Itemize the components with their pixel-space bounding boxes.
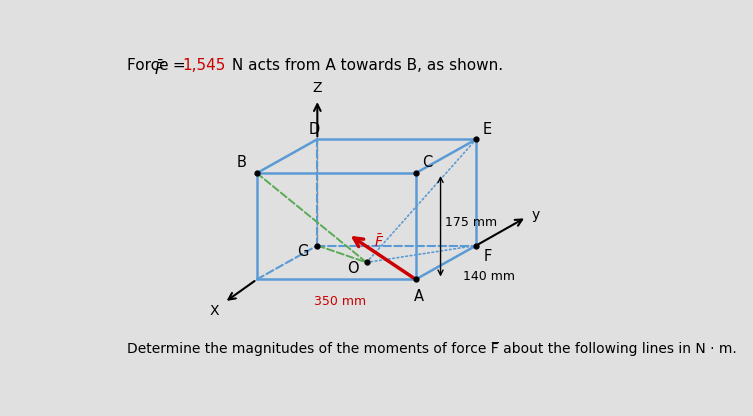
Text: 175 mm: 175 mm	[445, 216, 497, 229]
Text: $\bar{F}$: $\bar{F}$	[373, 233, 384, 250]
Text: C: C	[422, 155, 432, 170]
Text: =: =	[168, 58, 191, 73]
Text: 1,545: 1,545	[182, 58, 226, 73]
Text: Z: Z	[312, 81, 322, 94]
Text: D: D	[309, 122, 320, 137]
Text: G: G	[297, 244, 308, 259]
Text: F: F	[484, 249, 492, 264]
Text: 140 mm: 140 mm	[463, 270, 515, 283]
Text: A: A	[414, 289, 424, 304]
Text: O: O	[347, 261, 358, 276]
Text: Determine the magnitudes of the moments of force F̅ about the following lines in: Determine the magnitudes of the moments …	[127, 342, 736, 357]
Text: N acts from A towards B, as shown.: N acts from A towards B, as shown.	[227, 58, 504, 73]
Text: B: B	[236, 155, 246, 170]
Text: $\bar{F}$: $\bar{F}$	[154, 58, 165, 77]
Text: X: X	[209, 304, 219, 318]
Text: y: y	[532, 208, 540, 223]
Text: 350 mm: 350 mm	[314, 295, 366, 308]
Text: E: E	[483, 122, 492, 137]
Text: Force: Force	[127, 58, 173, 73]
